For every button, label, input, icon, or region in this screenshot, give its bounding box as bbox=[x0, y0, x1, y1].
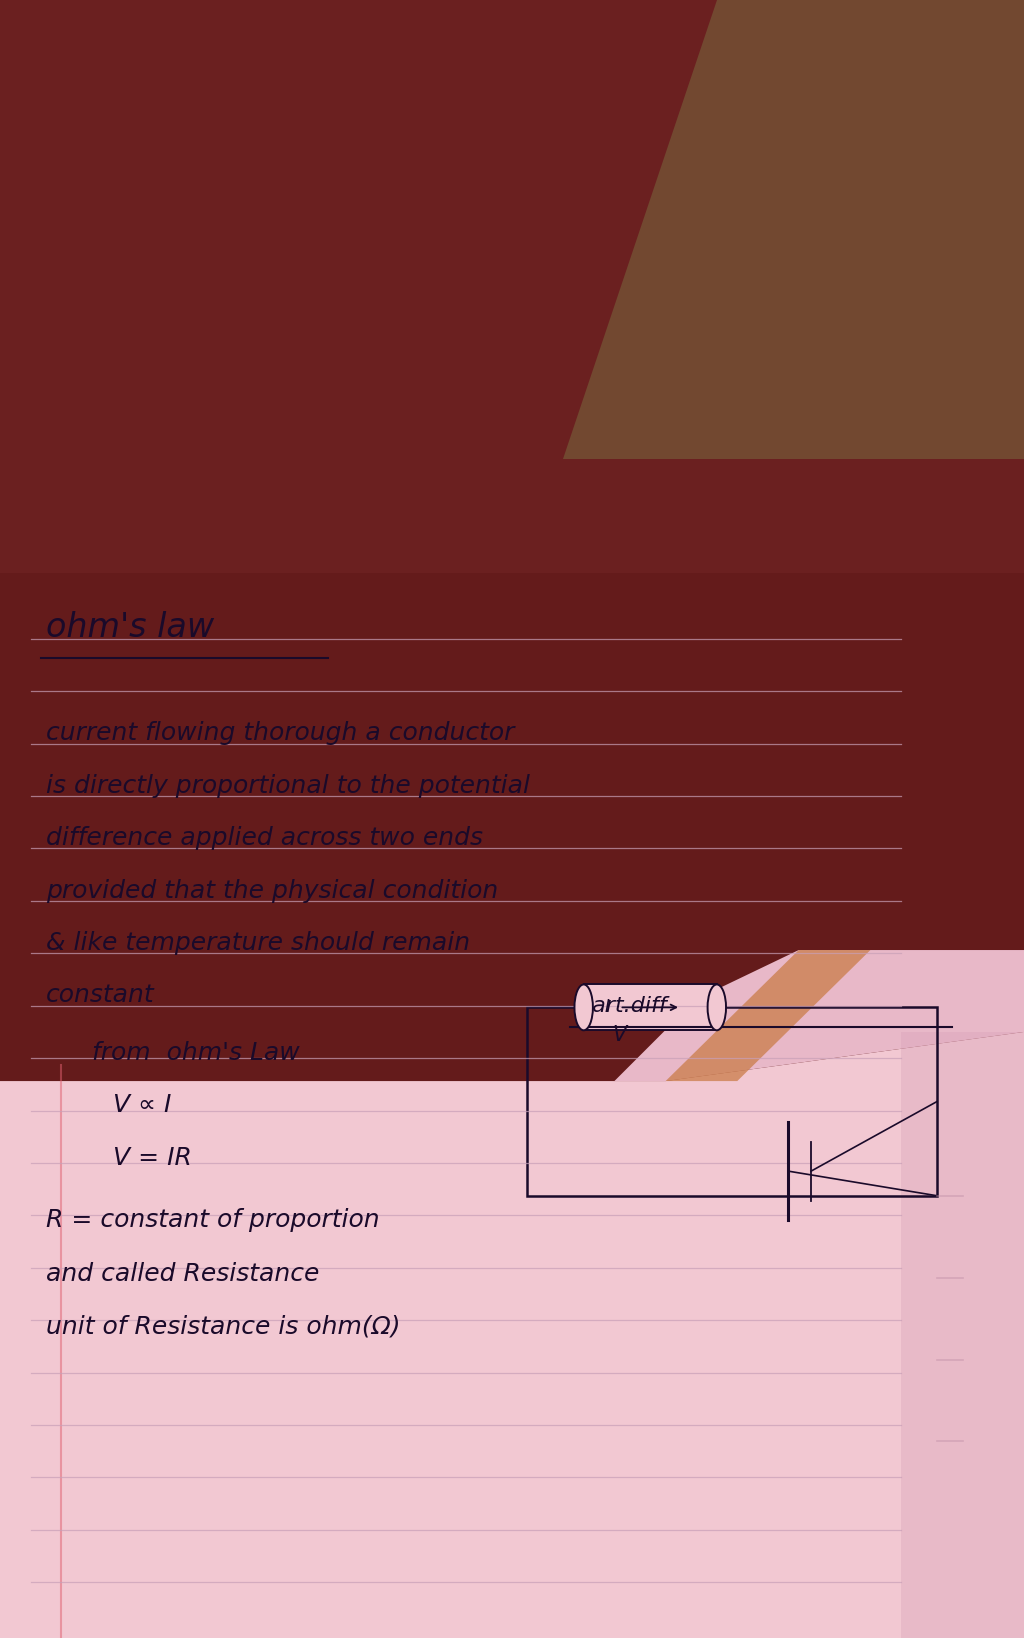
Text: is directly proportional to the potential: is directly proportional to the potentia… bbox=[46, 773, 530, 798]
Text: V = IR: V = IR bbox=[113, 1145, 191, 1170]
Ellipse shape bbox=[708, 984, 726, 1030]
Text: part.diff: part.diff bbox=[579, 996, 668, 1016]
Text: and called Resistance: and called Resistance bbox=[46, 1261, 319, 1286]
Text: ohm's law: ohm's law bbox=[46, 611, 214, 644]
Text: current flowing thorough a conductor: current flowing thorough a conductor bbox=[46, 721, 514, 745]
Text: difference applied across two ends: difference applied across two ends bbox=[46, 826, 483, 850]
Polygon shape bbox=[0, 950, 1024, 1081]
Polygon shape bbox=[0, 573, 1024, 1114]
Polygon shape bbox=[901, 1032, 1024, 1638]
Polygon shape bbox=[0, 1032, 1024, 1638]
Text: & like temperature should remain: & like temperature should remain bbox=[46, 930, 470, 955]
Text: from  ohm's Law: from ohm's Law bbox=[92, 1040, 300, 1065]
Text: constant: constant bbox=[46, 983, 155, 1007]
Text: V: V bbox=[612, 1025, 627, 1045]
Text: provided that the physical condition: provided that the physical condition bbox=[46, 878, 499, 903]
Ellipse shape bbox=[574, 984, 593, 1030]
Text: R = constant of proportion: R = constant of proportion bbox=[46, 1207, 380, 1232]
Text: V ∝ I: V ∝ I bbox=[113, 1093, 171, 1117]
Text: unit of Resistance is ohm(Ω): unit of Resistance is ohm(Ω) bbox=[46, 1314, 400, 1338]
Polygon shape bbox=[563, 0, 1024, 459]
Bar bbox=[527, 1007, 937, 1196]
Polygon shape bbox=[666, 950, 870, 1081]
Polygon shape bbox=[0, 0, 1024, 1114]
Bar bbox=[584, 984, 717, 1030]
Text: I: I bbox=[604, 999, 609, 1016]
